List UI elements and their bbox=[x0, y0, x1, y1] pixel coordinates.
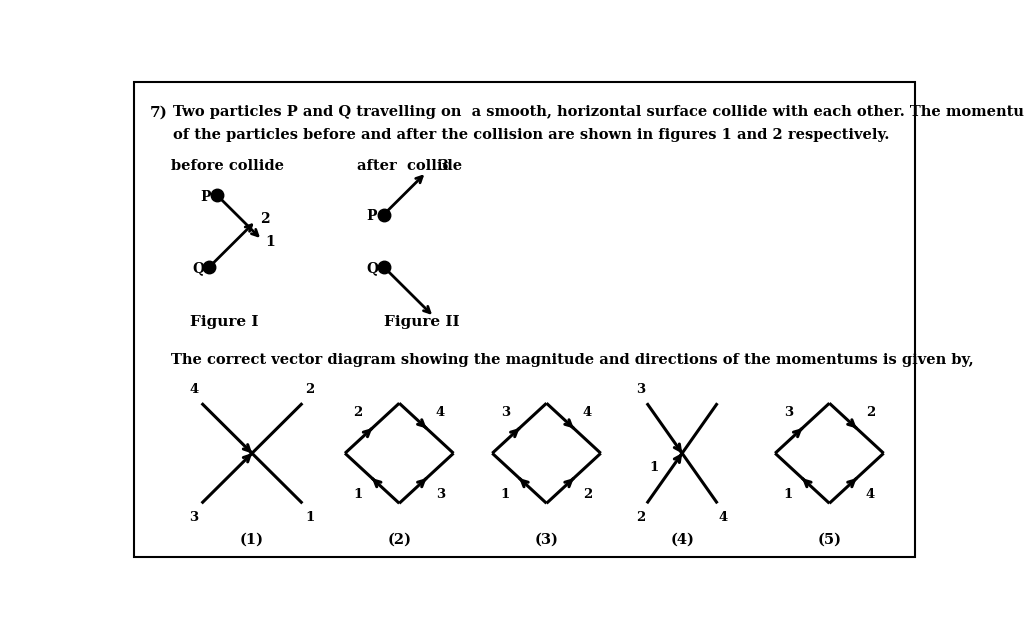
Text: (1): (1) bbox=[240, 532, 264, 546]
Text: 1: 1 bbox=[649, 461, 658, 475]
Text: 1: 1 bbox=[265, 234, 274, 249]
Text: 7): 7) bbox=[150, 105, 168, 119]
Text: 3: 3 bbox=[435, 487, 444, 501]
Text: 1: 1 bbox=[353, 487, 362, 501]
Text: 4: 4 bbox=[435, 406, 444, 419]
Text: 2: 2 bbox=[260, 212, 269, 226]
Text: 4: 4 bbox=[189, 382, 199, 396]
Text: 4: 4 bbox=[719, 511, 728, 524]
Text: 3: 3 bbox=[438, 159, 447, 173]
Text: 2: 2 bbox=[636, 511, 645, 524]
Text: after  collide: after collide bbox=[356, 159, 462, 173]
Text: 3: 3 bbox=[636, 382, 645, 396]
Text: (4): (4) bbox=[670, 532, 694, 546]
Text: of the particles before and after the collision are shown in figures 1 and 2 res: of the particles before and after the co… bbox=[173, 128, 889, 142]
Text: P: P bbox=[367, 209, 377, 223]
Text: 3: 3 bbox=[783, 406, 793, 419]
Text: P: P bbox=[200, 190, 211, 204]
Text: 4: 4 bbox=[583, 406, 592, 419]
Text: (5): (5) bbox=[817, 532, 842, 546]
Text: 2: 2 bbox=[583, 487, 592, 501]
Text: Q: Q bbox=[367, 261, 379, 275]
Text: 3: 3 bbox=[189, 511, 199, 524]
Text: 1: 1 bbox=[305, 511, 314, 524]
Text: 4: 4 bbox=[866, 487, 876, 501]
Text: 3: 3 bbox=[501, 406, 510, 419]
Text: 1: 1 bbox=[501, 487, 510, 501]
Text: 2: 2 bbox=[353, 406, 362, 419]
Text: Figure II: Figure II bbox=[384, 315, 460, 329]
Text: Two particles P and Q travelling on  a smooth, horizontal surface collide with e: Two particles P and Q travelling on a sm… bbox=[173, 105, 1024, 119]
Text: The correct vector diagram showing the magnitude and directions of the momentums: The correct vector diagram showing the m… bbox=[171, 353, 973, 367]
Text: 2: 2 bbox=[866, 406, 876, 419]
Text: Figure I: Figure I bbox=[190, 315, 258, 329]
Text: (3): (3) bbox=[535, 532, 558, 546]
Text: before collide: before collide bbox=[171, 159, 284, 173]
Text: 2: 2 bbox=[305, 382, 314, 396]
Text: (2): (2) bbox=[387, 532, 412, 546]
Text: Q: Q bbox=[193, 261, 205, 275]
Text: 1: 1 bbox=[783, 487, 793, 501]
